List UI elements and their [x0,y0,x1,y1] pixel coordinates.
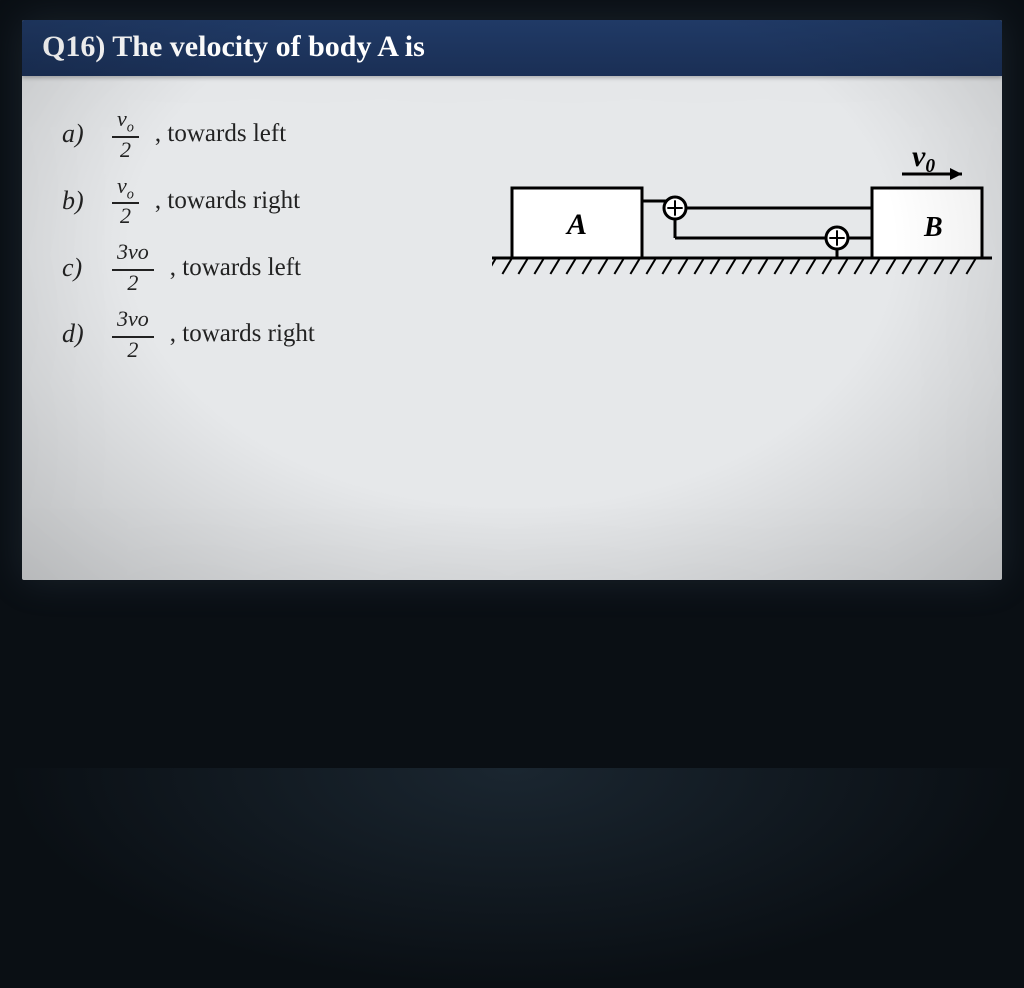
svg-text:v0: v0 [912,140,935,177]
option-letter: d) [62,319,96,349]
fraction: vo 2 [112,175,139,228]
pulley-diagram: A Bv0 [492,108,992,338]
option-tail: , towards right [170,320,315,348]
question-title-bar: Q16) The velocity of body A is [22,20,1002,76]
fraction-denominator: 2 [120,204,131,227]
option-a: a) vo 2 , towards left [62,108,482,161]
fraction-numerator: 3vo [112,308,154,338]
question-title: Q16) The velocity of body A is [42,30,425,63]
fraction: 3vo 2 [112,308,154,361]
option-c: c) 3vo 2 , towards left [62,241,482,294]
option-tail: , towards right [155,187,300,215]
fraction-denominator: 2 [120,138,131,161]
option-tail: , towards left [155,120,286,148]
options-list: a) vo 2 , towards left b) vo 2 [62,108,482,375]
diagram-svg: A Bv0 [492,108,992,338]
fraction-denominator: 2 [127,338,138,361]
option-letter: b) [62,186,96,216]
fraction-numerator: 3vo [112,241,154,271]
svg-text:B: B [923,212,943,243]
option-d: d) 3vo 2 , towards right [62,308,482,361]
svg-text:A: A [565,208,587,241]
option-tail: , towards left [170,254,301,282]
fraction-denominator: 2 [127,271,138,294]
option-letter: c) [62,253,96,283]
fraction: vo 2 [112,108,139,161]
option-b: b) vo 2 , towards right [62,175,482,228]
fraction: 3vo 2 [112,241,154,294]
option-letter: a) [62,119,96,149]
fraction-numerator: vo [112,108,139,138]
slide-screen: Q16) The velocity of body A is a) vo 2 ,… [22,20,1002,580]
content-area: a) vo 2 , towards left b) vo 2 [22,76,1002,375]
fraction-numerator: vo [112,175,139,205]
